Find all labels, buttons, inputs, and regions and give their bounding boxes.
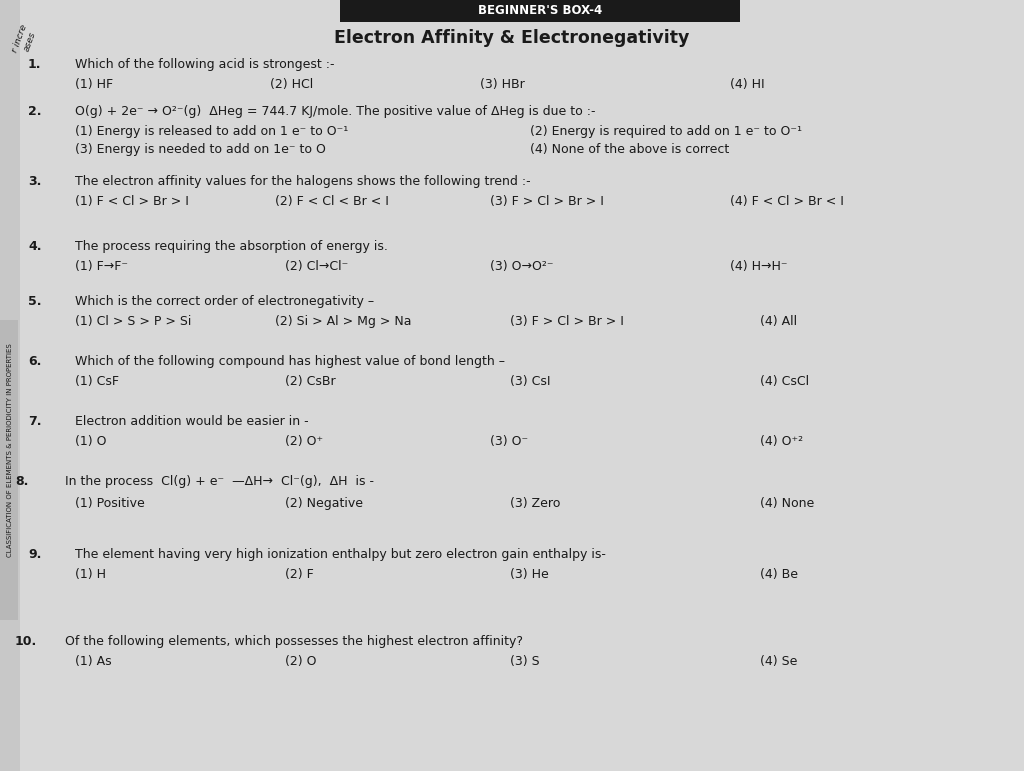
Text: The element having very high ionization enthalpy but zero electron gain enthalpy: The element having very high ionization …	[75, 548, 606, 561]
Text: (1) HF: (1) HF	[75, 78, 113, 91]
Text: (1) F→F⁻: (1) F→F⁻	[75, 260, 128, 273]
Text: (4) Be: (4) Be	[760, 568, 798, 581]
Bar	[0, 320, 18, 620]
Text: 10.: 10.	[15, 635, 37, 648]
Text: (4) None of the above is correct: (4) None of the above is correct	[530, 143, 729, 156]
Text: Which is the correct order of electronegativity –: Which is the correct order of electroneg…	[75, 295, 374, 308]
Text: In the process  Cl(g) + e⁻  —ΔH→  Cl⁻(g),  ΔH  is -: In the process Cl(g) + e⁻ —ΔH→ Cl⁻(g), Δ…	[65, 475, 374, 488]
Text: (2) F < Cl < Br < I: (2) F < Cl < Br < I	[275, 195, 389, 208]
Bar	[340, 0, 740, 22]
Text: (2) O⁺: (2) O⁺	[285, 435, 324, 448]
Text: 1.: 1.	[28, 58, 42, 71]
Text: (1) O: (1) O	[75, 435, 106, 448]
Text: (4) H→H⁻: (4) H→H⁻	[730, 260, 787, 273]
Text: Of the following elements, which possesses the highest electron affinity?: Of the following elements, which possess…	[65, 635, 523, 648]
Text: (3) Energy is needed to add on 1e⁻ to O: (3) Energy is needed to add on 1e⁻ to O	[75, 143, 326, 156]
Text: (3) HBr: (3) HBr	[480, 78, 524, 91]
Text: Which of the following compound has highest value of bond length –: Which of the following compound has high…	[75, 355, 505, 368]
Text: (4) F < Cl > Br < I: (4) F < Cl > Br < I	[730, 195, 844, 208]
Text: (3) O→O²⁻: (3) O→O²⁻	[490, 260, 554, 273]
Text: (1) H: (1) H	[75, 568, 106, 581]
Text: (4) Se: (4) Se	[760, 655, 798, 668]
Text: 6.: 6.	[28, 355, 41, 368]
Text: 5.: 5.	[28, 295, 42, 308]
Text: (3) He: (3) He	[510, 568, 549, 581]
Text: (3) F > Cl > Br > I: (3) F > Cl > Br > I	[490, 195, 604, 208]
Text: (2) Energy is required to add on 1 e⁻ to O⁻¹: (2) Energy is required to add on 1 e⁻ to…	[530, 125, 802, 138]
Text: The electron affinity values for the halogens shows the following trend :-: The electron affinity values for the hal…	[75, 175, 530, 188]
Text: (4) O⁺²: (4) O⁺²	[760, 435, 803, 448]
Text: (3) F > Cl > Br > I: (3) F > Cl > Br > I	[510, 315, 624, 328]
Text: (1) As: (1) As	[75, 655, 112, 668]
Text: r incre
ases: r incre ases	[11, 23, 39, 57]
Text: (1) CsF: (1) CsF	[75, 375, 119, 388]
Text: 9.: 9.	[28, 548, 41, 561]
Text: CLASSIFICATION OF ELEMENTS & PERIODICITY IN PROPERTIES: CLASSIFICATION OF ELEMENTS & PERIODICITY…	[7, 343, 13, 557]
Text: 7.: 7.	[28, 415, 42, 428]
Text: Electron addition would be easier in -: Electron addition would be easier in -	[75, 415, 308, 428]
Text: (4) None: (4) None	[760, 497, 814, 510]
Text: (2) CsBr: (2) CsBr	[285, 375, 336, 388]
Text: BEGINNER'S BOX-4: BEGINNER'S BOX-4	[478, 5, 602, 18]
Text: (4) CsCl: (4) CsCl	[760, 375, 809, 388]
Text: (3) S: (3) S	[510, 655, 540, 668]
Text: (1) F < Cl > Br > I: (1) F < Cl > Br > I	[75, 195, 188, 208]
Text: (3) O⁻: (3) O⁻	[490, 435, 528, 448]
Text: Which of the following acid is strongest :-: Which of the following acid is strongest…	[75, 58, 335, 71]
Text: (1) Energy is released to add on 1 e⁻ to O⁻¹: (1) Energy is released to add on 1 e⁻ to…	[75, 125, 348, 138]
Text: (2) Si > Al > Mg > Na: (2) Si > Al > Mg > Na	[275, 315, 412, 328]
Text: (1) Cl > S > P > Si: (1) Cl > S > P > Si	[75, 315, 191, 328]
Text: (1) Positive: (1) Positive	[75, 497, 144, 510]
Text: (2) HCl: (2) HCl	[270, 78, 313, 91]
Text: (2) Negative: (2) Negative	[285, 497, 362, 510]
Text: (3) CsI: (3) CsI	[510, 375, 551, 388]
Text: (4) HI: (4) HI	[730, 78, 765, 91]
Text: (2) F: (2) F	[285, 568, 313, 581]
Text: Electron Affinity & Electronegativity: Electron Affinity & Electronegativity	[334, 29, 690, 47]
Text: The process requiring the absorption of energy is.: The process requiring the absorption of …	[75, 240, 388, 253]
Text: (3) Zero: (3) Zero	[510, 497, 560, 510]
Text: (2) O: (2) O	[285, 655, 316, 668]
Text: 8.: 8.	[15, 475, 29, 488]
Text: (2) Cl→Cl⁻: (2) Cl→Cl⁻	[285, 260, 348, 273]
Text: 4.: 4.	[28, 240, 42, 253]
Text: (4) All: (4) All	[760, 315, 797, 328]
Text: 2.: 2.	[28, 105, 42, 118]
Text: O(g) + 2e⁻ → O²⁻(g)  ΔHeg = 744.7 KJ/mole. The positive value of ΔHeg is due to : O(g) + 2e⁻ → O²⁻(g) ΔHeg = 744.7 KJ/mole…	[75, 105, 596, 118]
Text: 3.: 3.	[28, 175, 41, 188]
